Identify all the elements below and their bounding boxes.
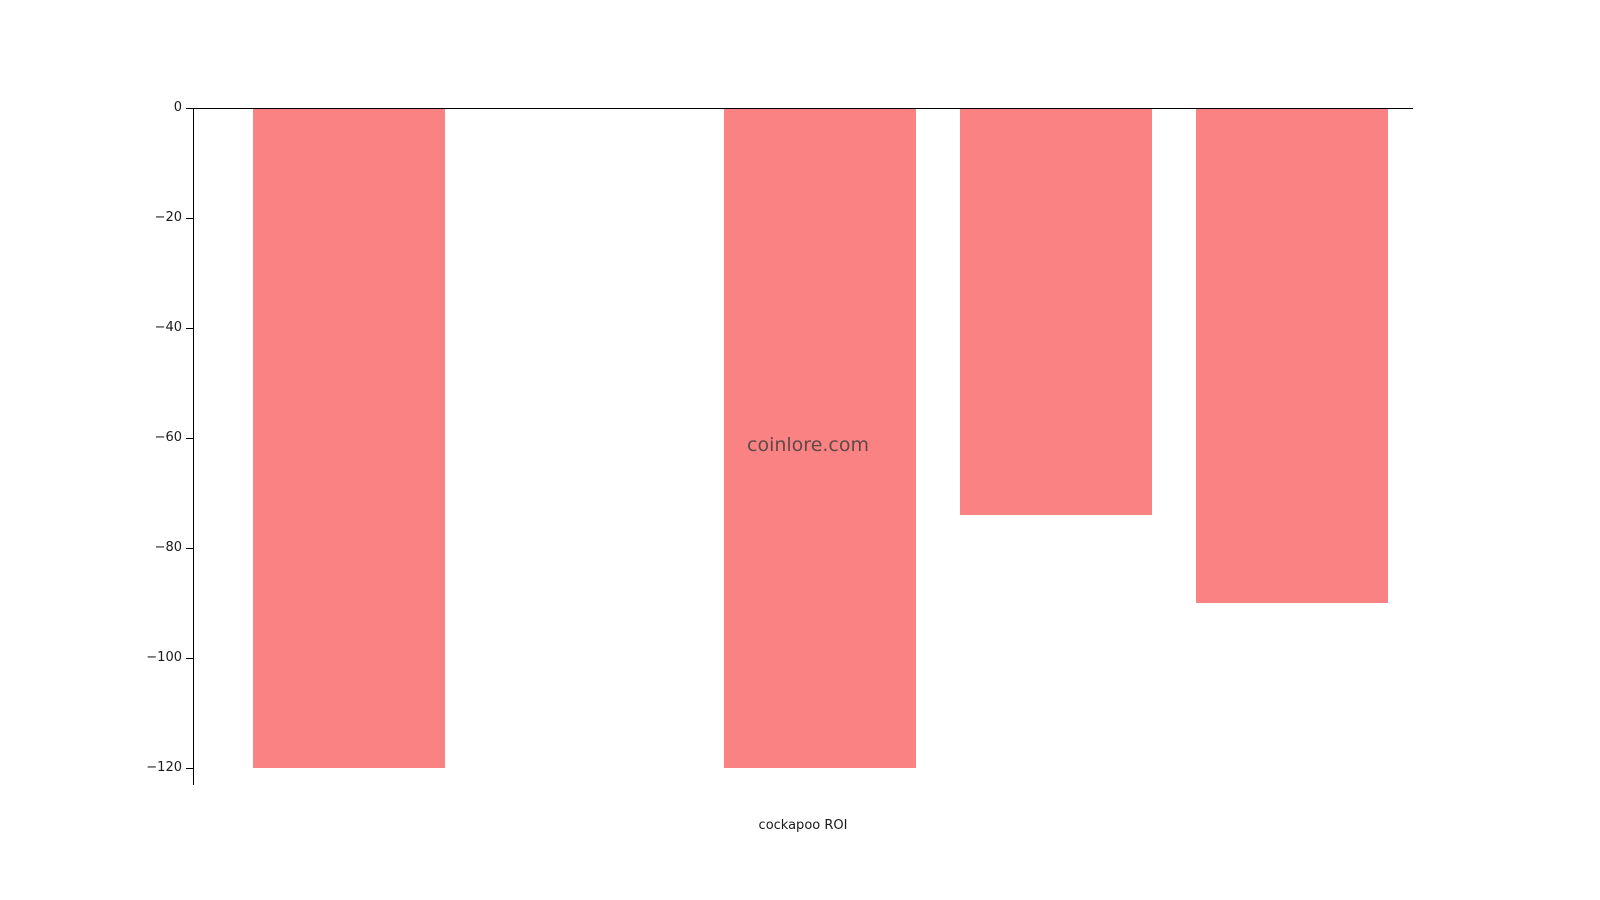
y-tick-mark	[186, 107, 193, 109]
y-axis-line	[193, 107, 195, 785]
y-tick-label: −40	[154, 319, 182, 335]
bar	[960, 108, 1153, 515]
y-tick-mark	[186, 767, 193, 769]
bar	[252, 108, 445, 768]
bar	[1196, 108, 1389, 603]
y-tick-label: −20	[154, 209, 182, 225]
y-tick-mark	[186, 437, 193, 439]
watermark: coinlore.com	[747, 434, 869, 456]
x-axis-label: cockapoo ROI	[758, 818, 848, 833]
y-tick-label: −100	[146, 649, 182, 665]
y-tick-label: −80	[154, 539, 182, 555]
y-tick-mark	[186, 217, 193, 219]
y-tick-label: −60	[154, 429, 182, 445]
y-tick-label: −120	[146, 759, 182, 775]
y-tick-mark	[186, 327, 193, 329]
bar	[724, 108, 917, 768]
y-tick-label: 0	[173, 99, 182, 115]
x-axis-zero-line	[193, 107, 1413, 109]
y-tick-mark	[186, 547, 193, 549]
y-tick-mark	[186, 657, 193, 659]
